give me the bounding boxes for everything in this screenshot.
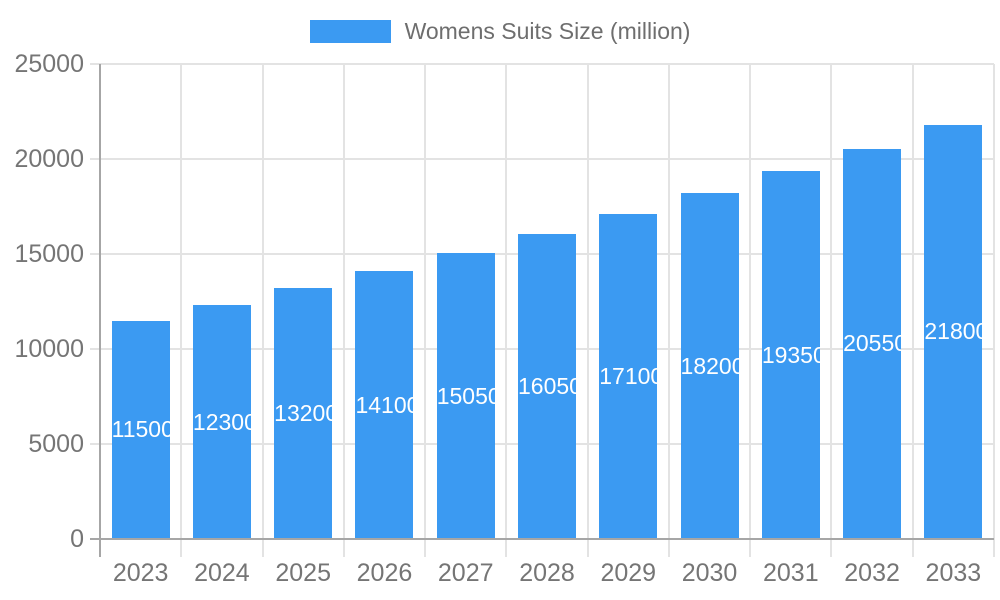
bar-2026[interactable]: 14100 <box>355 271 414 539</box>
bar-2023[interactable]: 11500 <box>111 320 170 539</box>
bar-2027[interactable]: 15050 <box>436 253 495 539</box>
x-tick-label: 2025 <box>275 559 331 587</box>
bar-value-label: 16050 <box>518 373 576 400</box>
x-tick-label: 2029 <box>600 559 657 587</box>
x-gridline <box>342 64 345 557</box>
bar-value-label: 11500 <box>111 416 170 443</box>
y-tick-label: 5000 <box>28 430 84 458</box>
bar-2024[interactable]: 12300 <box>192 305 251 539</box>
x-gridline <box>424 64 427 557</box>
x-gridline <box>586 64 589 557</box>
y-axis-line <box>99 64 101 557</box>
y-gridline <box>90 63 994 65</box>
bar-value-label: 19350 <box>761 341 820 368</box>
x-tick-label: 2027 <box>437 559 494 587</box>
x-tick-label: 2032 <box>844 559 900 587</box>
x-tick-label: 2031 <box>763 559 819 587</box>
bar-2030[interactable]: 18200 <box>680 193 739 539</box>
bar-2033[interactable]: 21800 <box>924 124 983 539</box>
bar-value-label: 17100 <box>599 363 658 390</box>
x-gridline <box>505 64 508 557</box>
x-gridline <box>749 64 752 557</box>
bar-value-label: 15050 <box>436 382 495 409</box>
x-gridline <box>261 64 264 557</box>
bar-value-label: 12300 <box>192 408 251 435</box>
bar-value-label: 20550 <box>843 330 902 357</box>
x-tick-label: 2023 <box>112 559 169 587</box>
x-gridline <box>180 64 183 557</box>
x-tick-label: 2033 <box>925 559 982 587</box>
x-gridline <box>830 64 833 557</box>
bar-2028[interactable]: 16050 <box>518 234 576 539</box>
legend-swatch[interactable] <box>309 20 391 43</box>
legend-label[interactable]: Womens Suits Size (million) <box>404 18 691 44</box>
y-tick-label: 15000 <box>14 240 84 268</box>
x-gridline <box>911 64 914 557</box>
y-tick-label: 25000 <box>14 50 84 78</box>
x-gridline <box>993 64 995 557</box>
bar-value-label: 14100 <box>355 391 414 418</box>
legend: Womens Suits Size (million) <box>0 18 1000 45</box>
y-tick-label: 20000 <box>14 145 84 173</box>
bar-value-label: 21800 <box>924 318 983 345</box>
bar-2029[interactable]: 17100 <box>599 214 658 539</box>
bar-2025[interactable]: 13200 <box>274 288 333 539</box>
y-gridline <box>90 158 994 160</box>
x-tick-label: 2026 <box>356 559 413 587</box>
y-tick-label: 0 <box>70 525 84 553</box>
bar-value-label: 18200 <box>680 352 739 379</box>
x-tick-label: 2028 <box>519 559 575 587</box>
y-tick-label: 10000 <box>14 335 84 363</box>
x-tick-label: 2024 <box>194 559 250 587</box>
x-axis-line <box>90 538 994 540</box>
x-gridline <box>667 64 670 557</box>
x-tick-label: 2030 <box>681 559 738 587</box>
bar-2032[interactable]: 20550 <box>843 148 902 539</box>
bar-value-label: 13200 <box>274 400 333 427</box>
bar-2031[interactable]: 19350 <box>761 171 820 539</box>
